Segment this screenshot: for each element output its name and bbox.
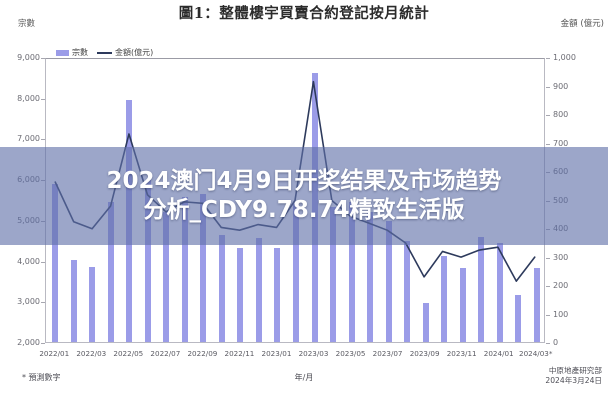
x-axis-tick-label: 2022/07 bbox=[150, 349, 181, 358]
y2-axis-tick-mark bbox=[546, 143, 550, 145]
bar bbox=[237, 248, 244, 342]
left-axis-caption: 宗數 bbox=[18, 19, 36, 29]
y-axis-tick-label: 8,000 bbox=[17, 93, 40, 103]
x-axis-tick-label: 2023/07 bbox=[372, 349, 403, 358]
overlay-line-1: 2024澳门4月9日开奖结果及市场趋势 bbox=[106, 167, 502, 194]
bar bbox=[496, 243, 503, 342]
x-axis-caption: 年/月 bbox=[294, 373, 314, 382]
source-credit: 中原地產研究部 2024年3月24日 bbox=[545, 366, 602, 387]
y2-axis-tick-label: 700 bbox=[553, 138, 569, 148]
x-axis-tick-label: 2023/05 bbox=[335, 349, 366, 358]
legend-item-line: 金額(億元) bbox=[97, 47, 153, 58]
bar bbox=[459, 268, 466, 342]
bar bbox=[533, 267, 540, 342]
y-axis-tick-mark bbox=[41, 139, 45, 141]
footnote: * 預測數字 bbox=[22, 373, 61, 382]
y2-axis-tick-mark bbox=[546, 257, 550, 259]
x-axis-tick-label: 2024/01 bbox=[483, 349, 514, 358]
bar bbox=[515, 294, 522, 342]
y-axis-tick-mark bbox=[41, 98, 45, 100]
y2-axis-tick-label: 0 bbox=[553, 338, 559, 347]
y2-axis-tick-mark bbox=[546, 58, 550, 59]
y2-axis-tick-mark bbox=[546, 286, 550, 287]
y2-axis-tick-label: 800 bbox=[553, 110, 569, 119]
watermark-overlay: 2024澳门4月9日开奖结果及市场趋势 分析_CDY9.78.74精致生活版 bbox=[0, 147, 608, 245]
x-axis-tick-label: 2022/11 bbox=[224, 349, 255, 358]
legend-line-label: 金額(億元) bbox=[115, 48, 154, 57]
y-axis-tick-label: 7,000 bbox=[17, 134, 40, 144]
bar bbox=[255, 237, 262, 342]
source-org: 中原地產研究部 bbox=[548, 366, 602, 375]
bar bbox=[441, 255, 448, 342]
y-axis-tick-mark bbox=[41, 343, 45, 344]
y-axis-tick-mark bbox=[41, 261, 45, 263]
y2-axis-tick-label: 900 bbox=[553, 81, 569, 91]
bar bbox=[218, 235, 225, 342]
y2-axis-tick-mark bbox=[546, 86, 550, 88]
bar bbox=[70, 259, 77, 342]
y2-axis-tick-label: 100 bbox=[553, 309, 569, 319]
legend-bar-swatch-icon bbox=[56, 49, 69, 56]
bar bbox=[478, 236, 485, 342]
overlay-line-2: 分析_CDY9.78.74精致生活版 bbox=[143, 197, 465, 223]
y-axis-tick-label: 9,000 bbox=[17, 53, 40, 62]
y2-axis-tick-mark bbox=[546, 343, 550, 344]
y-axis-tick-label: 4,000 bbox=[17, 256, 40, 266]
legend-line-swatch-icon bbox=[97, 51, 112, 54]
source-date: 2024年3月24日 bbox=[545, 376, 602, 386]
x-axis-tick-label: 2022/05 bbox=[113, 349, 144, 358]
y2-axis-tick-label: 1,000 bbox=[553, 53, 576, 62]
legend-item-bars: 宗數 bbox=[56, 47, 88, 58]
x-axis-tick-label: 2022/09 bbox=[187, 349, 218, 358]
x-axis-tick-label: 2023/09 bbox=[409, 349, 440, 358]
legend-bar-label: 宗數 bbox=[72, 48, 88, 57]
chart-legend: 宗數 金額(億元) bbox=[56, 47, 153, 58]
y2-axis-tick-label: 200 bbox=[553, 281, 569, 290]
y2-axis-tick-mark bbox=[546, 314, 550, 316]
y2-axis-tick-mark bbox=[546, 115, 550, 116]
bar bbox=[404, 240, 411, 342]
bar bbox=[274, 248, 281, 342]
bar bbox=[89, 267, 96, 342]
x-axis-tick-label: 2024/03* bbox=[519, 349, 553, 358]
x-axis-tick-label: 2023/03 bbox=[298, 349, 329, 358]
chart-title: 圖1：整體樓宇買賣合約登記按月統計 bbox=[178, 5, 430, 22]
y-axis-tick-mark bbox=[41, 302, 45, 304]
y2-axis-tick-label: 300 bbox=[553, 252, 569, 262]
x-axis-tick-label: 2022/03 bbox=[76, 349, 107, 358]
x-axis-tick-label: 2022/01 bbox=[39, 349, 70, 358]
x-axis-tick-label: 2023/01 bbox=[261, 349, 292, 358]
y-axis-tick-label: 3,000 bbox=[17, 297, 40, 307]
bar bbox=[422, 302, 429, 342]
x-axis-tick-label: 2023/11 bbox=[446, 349, 477, 358]
right-axis-caption: 金額 (億元) bbox=[560, 19, 604, 29]
y-axis-tick-mark bbox=[41, 58, 45, 59]
y-axis-tick-label: 2,000 bbox=[17, 338, 40, 347]
